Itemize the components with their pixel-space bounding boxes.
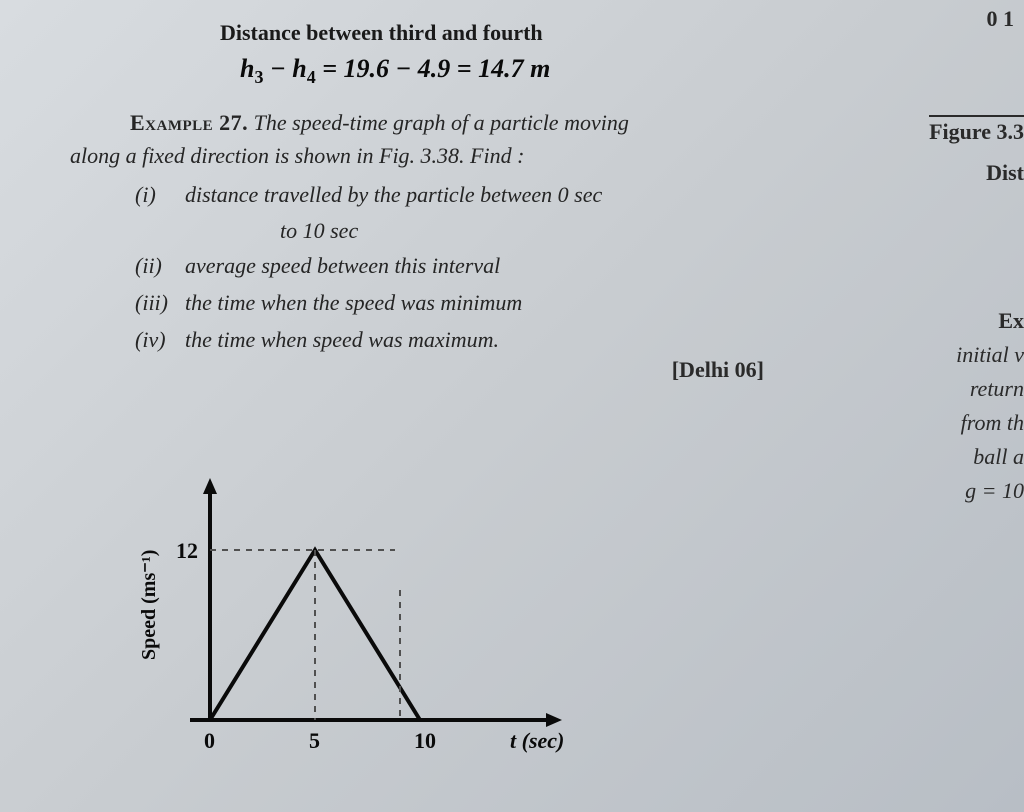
source-tag: [Delhi 06] [40,357,764,383]
svg-text:12: 12 [176,538,198,563]
item-text: the time when the speed was minimum [185,284,984,321]
page-right-edge: 0 1 Figure 3.3 Dist Ex initial v return … [904,0,1024,812]
item-num: (iv) [135,321,185,358]
list-item: (ii) average speed between this interval [135,247,984,284]
edge-dist: Dist [986,160,1024,186]
chart-svg: 12 0 5 10 t (sec) Speed (ms⁻¹) [110,470,570,770]
speed-time-chart: 12 0 5 10 t (sec) Speed (ms⁻¹) [110,470,570,775]
svg-text:5: 5 [309,728,320,753]
eq-rhs: = 19.6 − 4.9 = 14.7 m [322,54,550,83]
item-num: (iii) [135,284,185,321]
item-num: (ii) [135,247,185,284]
eq-minus: − [270,54,292,83]
edge-figure: Figure 3.3 [929,115,1024,145]
example-line1: Example 27. The speed-time graph of a pa… [130,106,984,139]
eq-sub2: 4 [307,67,316,87]
example-label: Example 27. [130,110,248,135]
item-num: (i) [135,176,185,213]
edge-return: return [970,376,1024,402]
edge-from: from th [961,410,1024,436]
list-item: (iv) the time when speed was maximum. [135,321,984,358]
svg-text:10: 10 [414,728,436,753]
edge-ex: Ex [998,308,1024,334]
eq-var2: h [292,54,306,83]
list-item: (iii) the time when the speed was minimu… [135,284,984,321]
svg-text:t (sec): t (sec) [510,728,564,753]
example-line2: along a fixed direction is shown in Fig.… [70,139,984,172]
edge-initial: initial v [956,342,1024,368]
svg-text:0: 0 [204,728,215,753]
edge-g: g = 10 [965,478,1024,504]
edge-ticks: 0 1 [987,6,1015,32]
svg-text:Speed (ms⁻¹): Speed (ms⁻¹) [138,550,160,660]
example-block: Example 27. The speed-time graph of a pa… [40,106,984,172]
item-continuation: to 10 sec [280,214,984,247]
eq-var1: h [240,54,254,83]
item-text: average speed between this interval [185,247,984,284]
item-text: the time when speed was maximum. [185,321,984,358]
example-text1: The speed-time graph of a particle movin… [248,110,629,135]
eq-sub1: 3 [254,67,263,87]
edge-ball: ball a [973,444,1024,470]
distance-heading: Distance between third and fourth [220,20,984,46]
question-list: (i) distance travelled by the particle b… [135,176,984,359]
equation: h3 − h4 = 19.6 − 4.9 = 14.7 m [240,54,984,88]
list-item: (i) distance travelled by the particle b… [135,176,984,213]
item-text: distance travelled by the particle betwe… [185,176,984,213]
